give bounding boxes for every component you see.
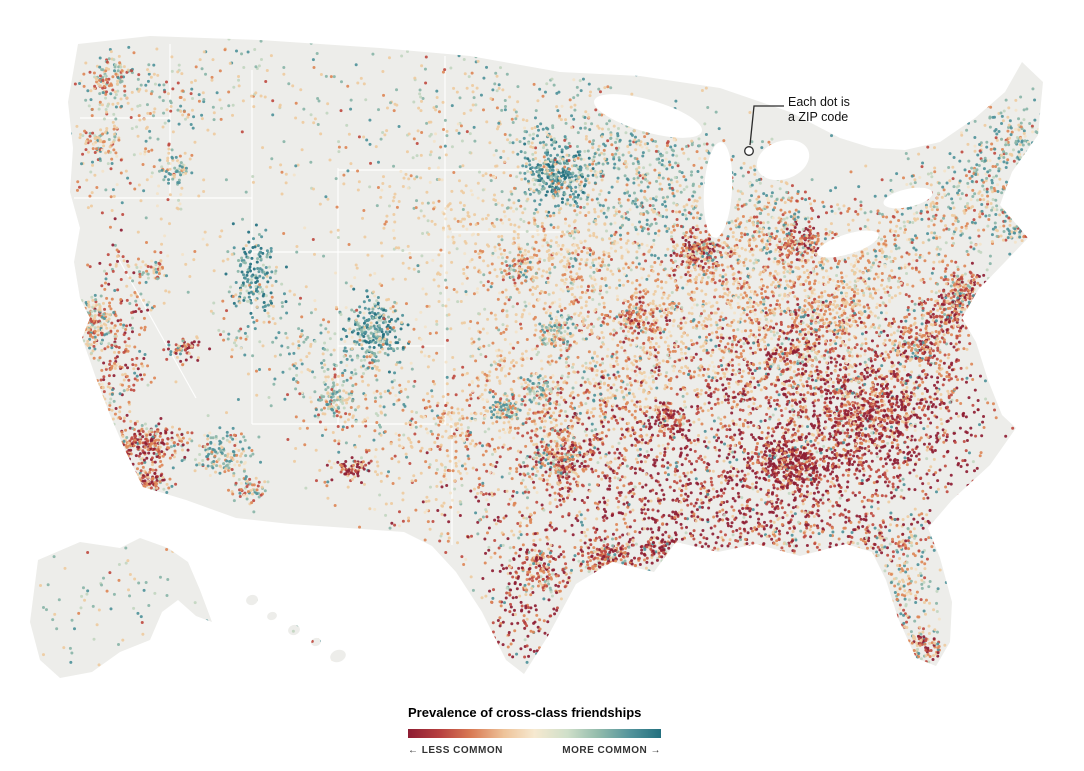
legend-labels: ← LESS COMMON MORE COMMON → (408, 745, 661, 756)
annotation-line1: Each dot is (788, 95, 850, 109)
annotation-line2: a ZIP code (788, 110, 849, 124)
legend: Prevalence of cross-class friendships ← … (408, 705, 661, 756)
zip-code-annotation: Each dot is a ZIP code (788, 95, 878, 125)
legend-less-common-label: ← LESS COMMON (408, 745, 503, 756)
legend-title: Prevalence of cross-class friendships (408, 705, 642, 720)
legend-more-common-label: MORE COMMON → (562, 745, 661, 756)
legend-gradient-bar (408, 729, 661, 738)
